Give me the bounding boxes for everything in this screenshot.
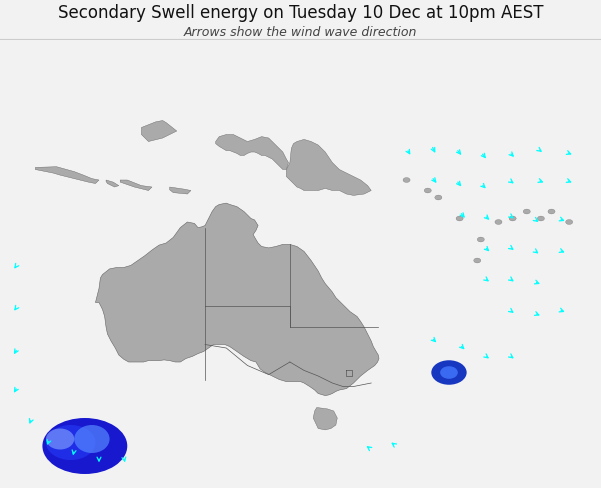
Polygon shape [286, 140, 371, 195]
Polygon shape [313, 407, 337, 430]
Ellipse shape [440, 366, 458, 379]
Ellipse shape [509, 216, 516, 221]
Ellipse shape [456, 216, 463, 221]
Polygon shape [106, 180, 119, 187]
Ellipse shape [477, 237, 484, 242]
Ellipse shape [75, 425, 109, 453]
Polygon shape [120, 180, 152, 190]
Ellipse shape [537, 216, 545, 221]
Text: Arrows show the wind wave direction: Arrows show the wind wave direction [184, 25, 417, 39]
Ellipse shape [432, 360, 466, 385]
Ellipse shape [424, 188, 432, 193]
Polygon shape [35, 167, 99, 183]
Polygon shape [96, 203, 379, 396]
Ellipse shape [523, 209, 530, 214]
Ellipse shape [548, 209, 555, 214]
Ellipse shape [495, 220, 502, 224]
Polygon shape [216, 135, 288, 169]
Polygon shape [169, 187, 191, 194]
Ellipse shape [566, 220, 573, 224]
Ellipse shape [474, 258, 481, 263]
Ellipse shape [435, 195, 442, 200]
Polygon shape [141, 121, 177, 142]
Ellipse shape [46, 428, 75, 449]
Ellipse shape [43, 418, 127, 474]
Text: Secondary Swell energy on Tuesday 10 Dec at 10pm AEST: Secondary Swell energy on Tuesday 10 Dec… [58, 4, 543, 22]
Ellipse shape [403, 178, 410, 183]
Ellipse shape [46, 425, 96, 460]
